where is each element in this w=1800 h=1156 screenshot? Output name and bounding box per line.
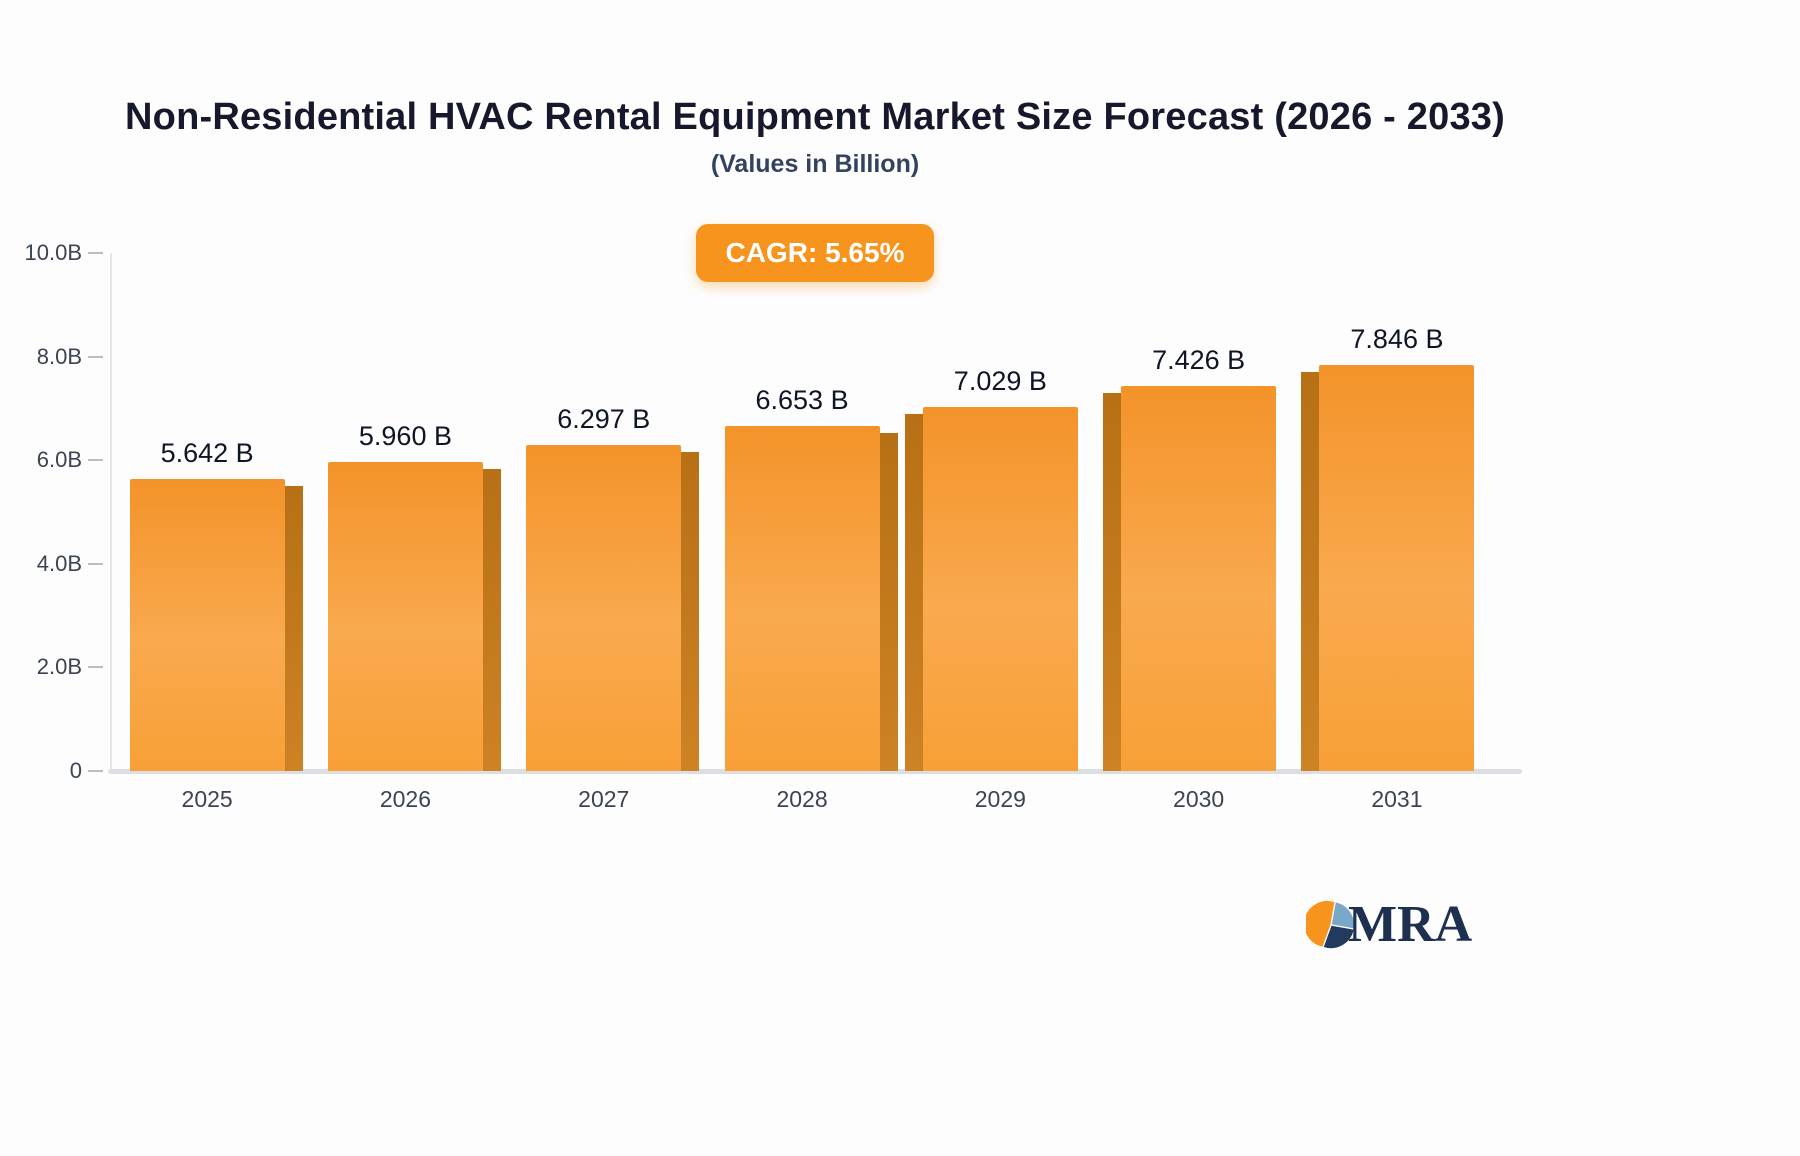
bar-side-shadow <box>482 469 501 771</box>
bar-value-label: 5.960 B <box>358 421 452 452</box>
bar-2031 <box>1319 364 1475 771</box>
bar-value-label: 5.642 B <box>160 437 254 468</box>
x-axis-baseline <box>108 769 1522 774</box>
y-axis-tick-label: 2.0B <box>36 654 82 680</box>
y-axis-tick-label: 4.0B <box>36 550 82 576</box>
y-axis-tick-mark <box>88 666 103 669</box>
chart-title: Non-Residential HVAC Rental Equipment Ma… <box>125 96 1505 138</box>
bar-side-shadow <box>681 451 700 771</box>
bar-side-shadow <box>904 413 923 771</box>
chart-subtitle: (Values in Billion) <box>710 150 920 178</box>
bar-value-label: 7.846 B <box>1350 323 1444 354</box>
bar-side-shadow <box>1103 393 1122 771</box>
y-axis-tick-mark <box>88 252 103 254</box>
bar-side-shadow <box>879 433 898 771</box>
bar-value-label: 6.297 B <box>557 403 651 434</box>
bar-2028 <box>724 426 880 771</box>
y-axis-tick-mark <box>88 562 103 565</box>
y-axis-tick-mark <box>88 459 103 462</box>
y-axis-tick-mark <box>88 355 103 358</box>
x-axis-tick-label: 2031 <box>1371 786 1423 812</box>
y-axis-tick-label: 0 <box>69 758 82 783</box>
x-axis-tick-label: 2026 <box>379 786 432 812</box>
x-axis-tick-label: 2030 <box>1173 786 1225 812</box>
bar-2026 <box>327 462 483 771</box>
bar-2029 <box>922 406 1078 771</box>
y-axis-tick-label: 6.0B <box>36 447 82 473</box>
cagr-badge-wrap: CAGR: 5.65% <box>0 224 1630 282</box>
y-axis-tick-label: 8.0B <box>36 343 82 369</box>
y-axis-line <box>110 253 112 771</box>
y-axis-tick-mark <box>88 770 103 772</box>
x-axis-tick-label: 2029 <box>974 786 1026 812</box>
bar-side-shadow <box>1301 371 1320 771</box>
bar-2025 <box>129 478 285 771</box>
logo-text: MRA <box>1348 896 1473 953</box>
bar-value-label: 6.653 B <box>755 385 849 416</box>
chart-card: Non-Residential HVAC Rental Equipment Ma… <box>0 96 1630 812</box>
mra-logo: MRA <box>1306 896 1473 953</box>
x-axis-tick-label: 2028 <box>776 786 828 812</box>
bar-value-label: 7.426 B <box>1152 345 1246 376</box>
bar-side-shadow <box>284 485 303 771</box>
cagr-badge: CAGR: 5.65% <box>695 224 935 282</box>
bar-value-label: 7.029 B <box>953 365 1047 396</box>
x-axis-tick-label: 2025 <box>181 786 233 812</box>
bar-2030 <box>1121 386 1277 771</box>
bar-2027 <box>526 444 682 771</box>
x-axis-tick-label: 2027 <box>578 786 630 812</box>
pie-chart-icon <box>1306 900 1356 950</box>
y-axis-tick-label: 10.0B <box>24 240 83 265</box>
